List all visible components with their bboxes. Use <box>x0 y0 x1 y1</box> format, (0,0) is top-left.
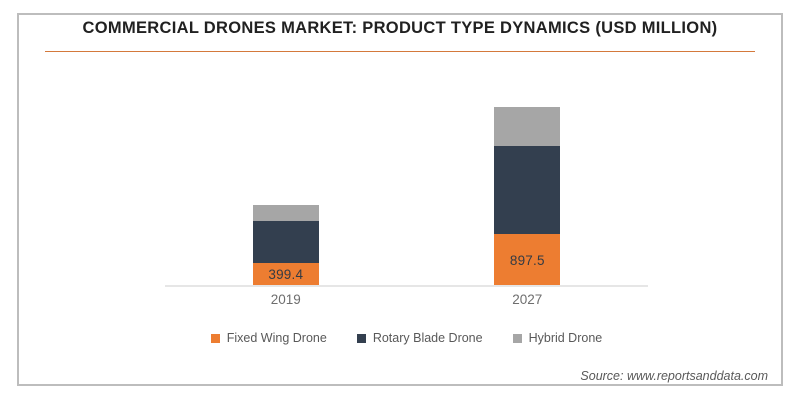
title-underline <box>45 51 755 52</box>
plot-area: 399.4 897.5 <box>165 100 648 286</box>
legend-item-hybrid-drone: Hybrid Drone <box>512 331 603 345</box>
x-axis-label-2027: 2027 <box>512 292 543 307</box>
stacked-bar-2019: 399.4 <box>252 204 319 286</box>
legend-marker-rotary-blade-drone <box>356 333 366 343</box>
segment-rotary-blade-drone-2027 <box>494 146 561 235</box>
legend-item-rotary-blade-drone: Rotary Blade Drone <box>356 331 483 345</box>
x-axis-label-2019: 2019 <box>270 292 301 307</box>
legend-marker-fixed-wing-drone <box>210 333 220 343</box>
legend-label-hybrid-drone: Hybrid Drone <box>528 331 603 345</box>
segment-hybrid-drone-2019 <box>252 204 319 221</box>
data-label-fixed-wing-drone-2019: 399.4 <box>268 266 304 282</box>
segment-fixed-wing-drone-2027: 897.5 <box>494 234 561 286</box>
chart-title: COMMERCIAL DRONES MARKET: PRODUCT TYPE D… <box>82 19 718 37</box>
stacked-bar-2027: 897.5 <box>494 107 561 286</box>
legend: Fixed Wing Drone Rotary Blade Drone Hybrid… <box>165 331 648 345</box>
legend-item-fixed-wing-drone: Fixed Wing Drone <box>210 331 327 345</box>
x-axis-labels: 2019 2027 <box>165 292 648 310</box>
x-axis-line <box>165 285 648 287</box>
legend-marker-hybrid-drone <box>512 333 522 343</box>
legend-label-fixed-wing-drone: Fixed Wing Drone <box>226 331 327 345</box>
segment-hybrid-drone-2027 <box>494 107 561 147</box>
legend-label-rotary-blade-drone: Rotary Blade Drone <box>372 331 483 345</box>
chart-frame <box>17 13 783 386</box>
segment-rotary-blade-drone-2019 <box>252 220 319 263</box>
source-text: Source: www.reportsanddata.com <box>580 369 768 383</box>
data-label-fixed-wing-drone-2027: 897.5 <box>509 252 545 268</box>
segment-fixed-wing-drone-2019: 399.4 <box>252 262 319 286</box>
